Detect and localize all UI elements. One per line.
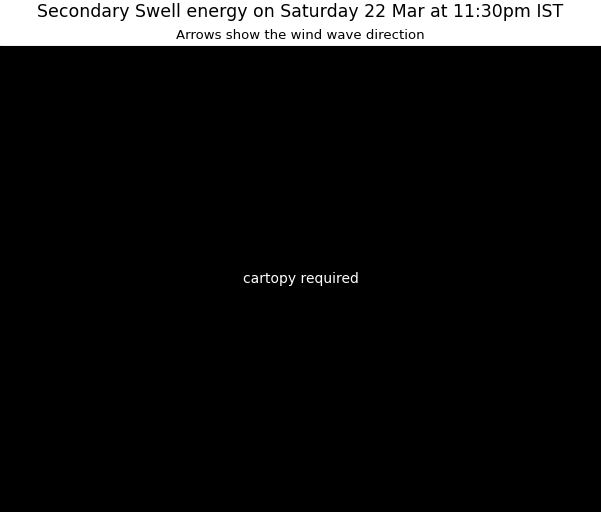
Text: Arrows show the wind wave direction: Arrows show the wind wave direction bbox=[176, 30, 425, 42]
Text: Secondary Swell energy on Saturday 22 Mar at 11:30pm IST: Secondary Swell energy on Saturday 22 Ma… bbox=[37, 3, 564, 20]
Text: cartopy required: cartopy required bbox=[243, 272, 358, 286]
